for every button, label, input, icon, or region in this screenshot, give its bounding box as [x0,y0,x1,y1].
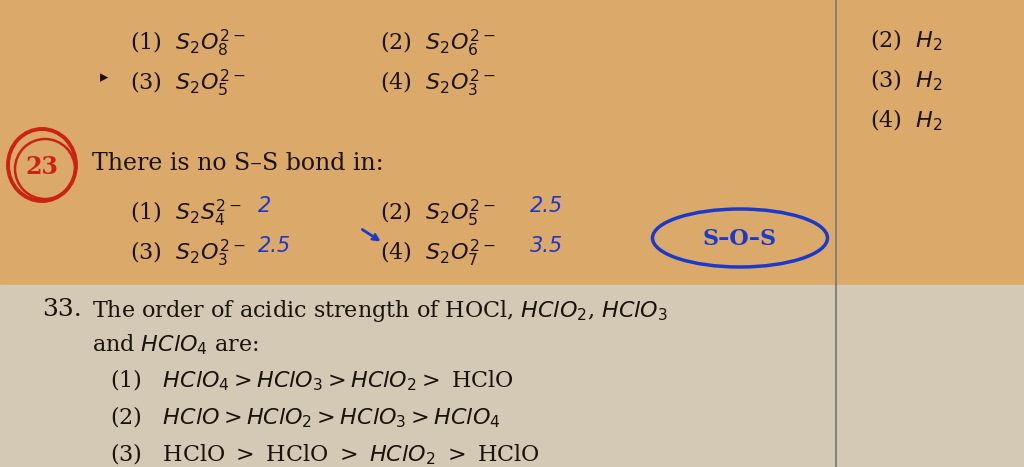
Text: (4)  $H_2$: (4) $H_2$ [870,108,943,133]
Text: (4)  $S_2O_7^{2-}$: (4) $S_2O_7^{2-}$ [380,238,496,269]
Text: (2)  $S_2O_6^{2-}$: (2) $S_2O_6^{2-}$ [380,28,496,59]
Text: There is no S–S bond in:: There is no S–S bond in: [92,152,384,175]
Text: S–O–S: S–O–S [702,228,777,250]
Text: 23: 23 [26,155,58,179]
Text: 33.: 33. [42,298,82,321]
Text: (2)  $S_2O_5^{2-}$: (2) $S_2O_5^{2-}$ [380,198,496,229]
Text: The order of acidic strength of HOCl, $HClO_2$, $HClO_3$: The order of acidic strength of HOCl, $H… [92,298,668,324]
Text: 3.5: 3.5 [530,236,563,256]
Text: ▸: ▸ [100,68,109,86]
Text: and $HClO_4$ are:: and $HClO_4$ are: [92,332,259,357]
Text: (3)   HClO $>$ HClO $>$ $HClO_2$ $>$ HClO: (3) HClO $>$ HClO $>$ $HClO_2$ $>$ HClO [110,442,540,467]
Text: (1)  $S_2O_8^{2-}$: (1) $S_2O_8^{2-}$ [130,28,246,59]
Text: (4)  $S_2O_3^{2-}$: (4) $S_2O_3^{2-}$ [380,68,496,99]
Bar [0,285,1024,467]
Text: 2: 2 [258,196,271,216]
Text: (1)   $HClO_4 > HClO_3 > HClO_2 >$ HClO: (1) $HClO_4 > HClO_3 > HClO_2 >$ HClO [110,368,514,393]
Text: (2)  $H_2$: (2) $H_2$ [870,28,943,53]
Text: 2.5: 2.5 [530,196,563,216]
Text: (3)  $S_2O_3^{2-}$: (3) $S_2O_3^{2-}$ [130,238,246,269]
Text: (3)  $H_2$: (3) $H_2$ [870,68,943,93]
Text: (1)  $S_2S_4^{2-}$: (1) $S_2S_4^{2-}$ [130,198,243,229]
Text: (2)   $HClO > HClO_2 > HClO_3 > HClO_4$: (2) $HClO > HClO_2 > HClO_3 > HClO_4$ [110,405,501,430]
Text: 2.5: 2.5 [258,236,291,256]
Bar [0,0,1024,285]
Text: (3)  $S_2O_5^{2-}$: (3) $S_2O_5^{2-}$ [130,68,246,99]
